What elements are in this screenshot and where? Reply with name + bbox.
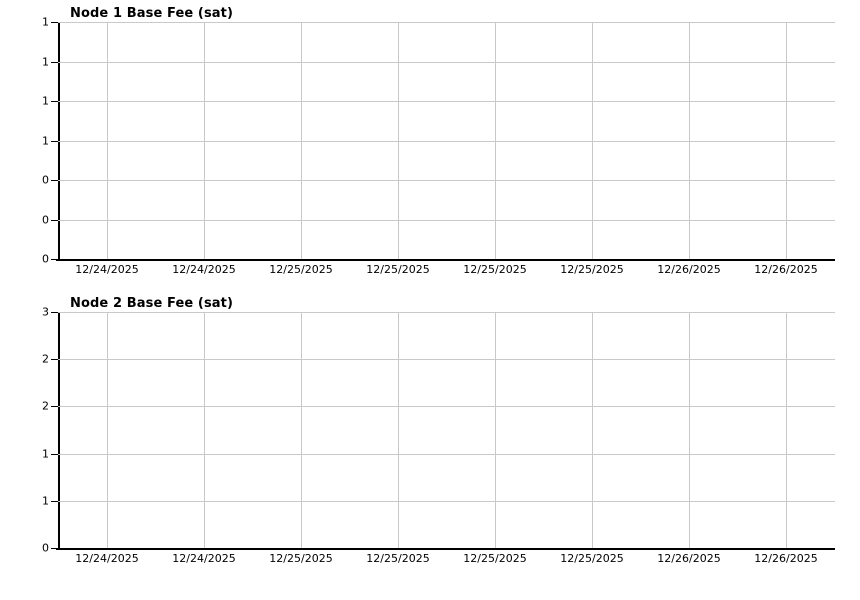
y-tick-mark [51,62,58,63]
x-tick-label: 12/26/2025 [657,552,721,565]
gridline-vertical [204,22,205,259]
y-tick-mark [51,220,58,221]
gridline-vertical [107,22,108,259]
gridline-horizontal [58,62,835,63]
x-tick-label: 12/24/2025 [75,263,139,276]
gridline-vertical [301,22,302,259]
y-tick-label: 1 [42,447,49,461]
gridline-horizontal [58,454,835,455]
x-tick-label: 12/25/2025 [366,263,430,276]
y-tick-label: 2 [42,352,49,366]
gridline-vertical [786,312,787,548]
x-tick-label: 12/24/2025 [172,552,236,565]
x-tick-label: 12/24/2025 [172,263,236,276]
y-tick-mark [51,180,58,181]
y-tick-mark [51,501,58,502]
y-tick-label: 0 [42,213,49,227]
x-tick-label: 12/25/2025 [463,263,527,276]
gridline-vertical [398,22,399,259]
gridline-horizontal [58,501,835,502]
gridline-vertical [398,312,399,548]
y-axis-line [58,22,60,259]
chart-title: Node 2 Base Fee (sat) [70,296,234,311]
gridline-vertical [592,312,593,548]
y-tick-label: 0 [42,173,49,187]
gridline-vertical [689,312,690,548]
plot-area: 1 1 1 1 0 0 0 [42,16,835,266]
y-tick-label: 1 [42,55,49,69]
gridline-horizontal [58,220,835,221]
x-tick-label: 12/25/2025 [366,552,430,565]
gridline-horizontal [58,406,835,407]
x-tick-label: 12/25/2025 [269,263,333,276]
chart-title: Node 1 Base Fee (sat) [70,6,234,21]
y-tick-mark [51,359,58,360]
x-tick-label: 12/25/2025 [560,552,624,565]
chart-panel-node-1: Node 1 Base Fee (sat) 1 1 1 1 0 0 0 12/24/2025… [0,0,860,292]
gridline-vertical [689,22,690,259]
x-axis-line [56,548,835,550]
gridline-horizontal [58,141,835,142]
x-tick-label: 12/26/2025 [657,263,721,276]
y-tick-mark [51,312,58,313]
gridline-horizontal [58,180,835,181]
y-tick-label: 0 [42,541,49,555]
gridline-horizontal [58,22,835,23]
y-tick-label: 1 [42,134,49,148]
y-tick-label: 2 [42,399,49,413]
gridline-vertical [495,312,496,548]
gridline-vertical [301,312,302,548]
gridline-vertical [495,22,496,259]
y-tick-mark [51,259,58,260]
x-tick-label: 12/26/2025 [754,263,818,276]
gridline-horizontal [58,312,835,313]
y-tick-label: 1 [42,94,49,108]
x-tick-label: 12/25/2025 [463,552,527,565]
gridline-horizontal [58,101,835,102]
x-axis-line [56,259,835,261]
x-tick-label: 12/25/2025 [269,552,333,565]
gridline-vertical [107,312,108,548]
y-tick-label: 3 [42,305,49,319]
gridline-vertical [592,22,593,259]
y-tick-mark [51,406,58,407]
gridline-horizontal [58,359,835,360]
y-tick-mark [51,454,58,455]
y-axis-line [58,312,60,548]
y-tick-mark [51,22,58,23]
y-tick-label: 1 [42,494,49,508]
y-tick-label: 1 [42,15,49,29]
chart-panel-node-2: Node 2 Base Fee (sat) 3 2 2 1 1 0 12/24/2025 1… [0,290,860,590]
y-tick-mark [51,141,58,142]
x-tick-label: 12/26/2025 [754,552,818,565]
y-tick-label: 0 [42,252,49,266]
x-tick-label: 12/24/2025 [75,552,139,565]
x-tick-label: 12/25/2025 [560,263,624,276]
y-tick-mark [51,101,58,102]
plot-area: 3 2 2 1 1 0 [42,306,835,555]
y-tick-mark [51,548,58,549]
gridline-vertical [786,22,787,259]
gridline-vertical [204,312,205,548]
